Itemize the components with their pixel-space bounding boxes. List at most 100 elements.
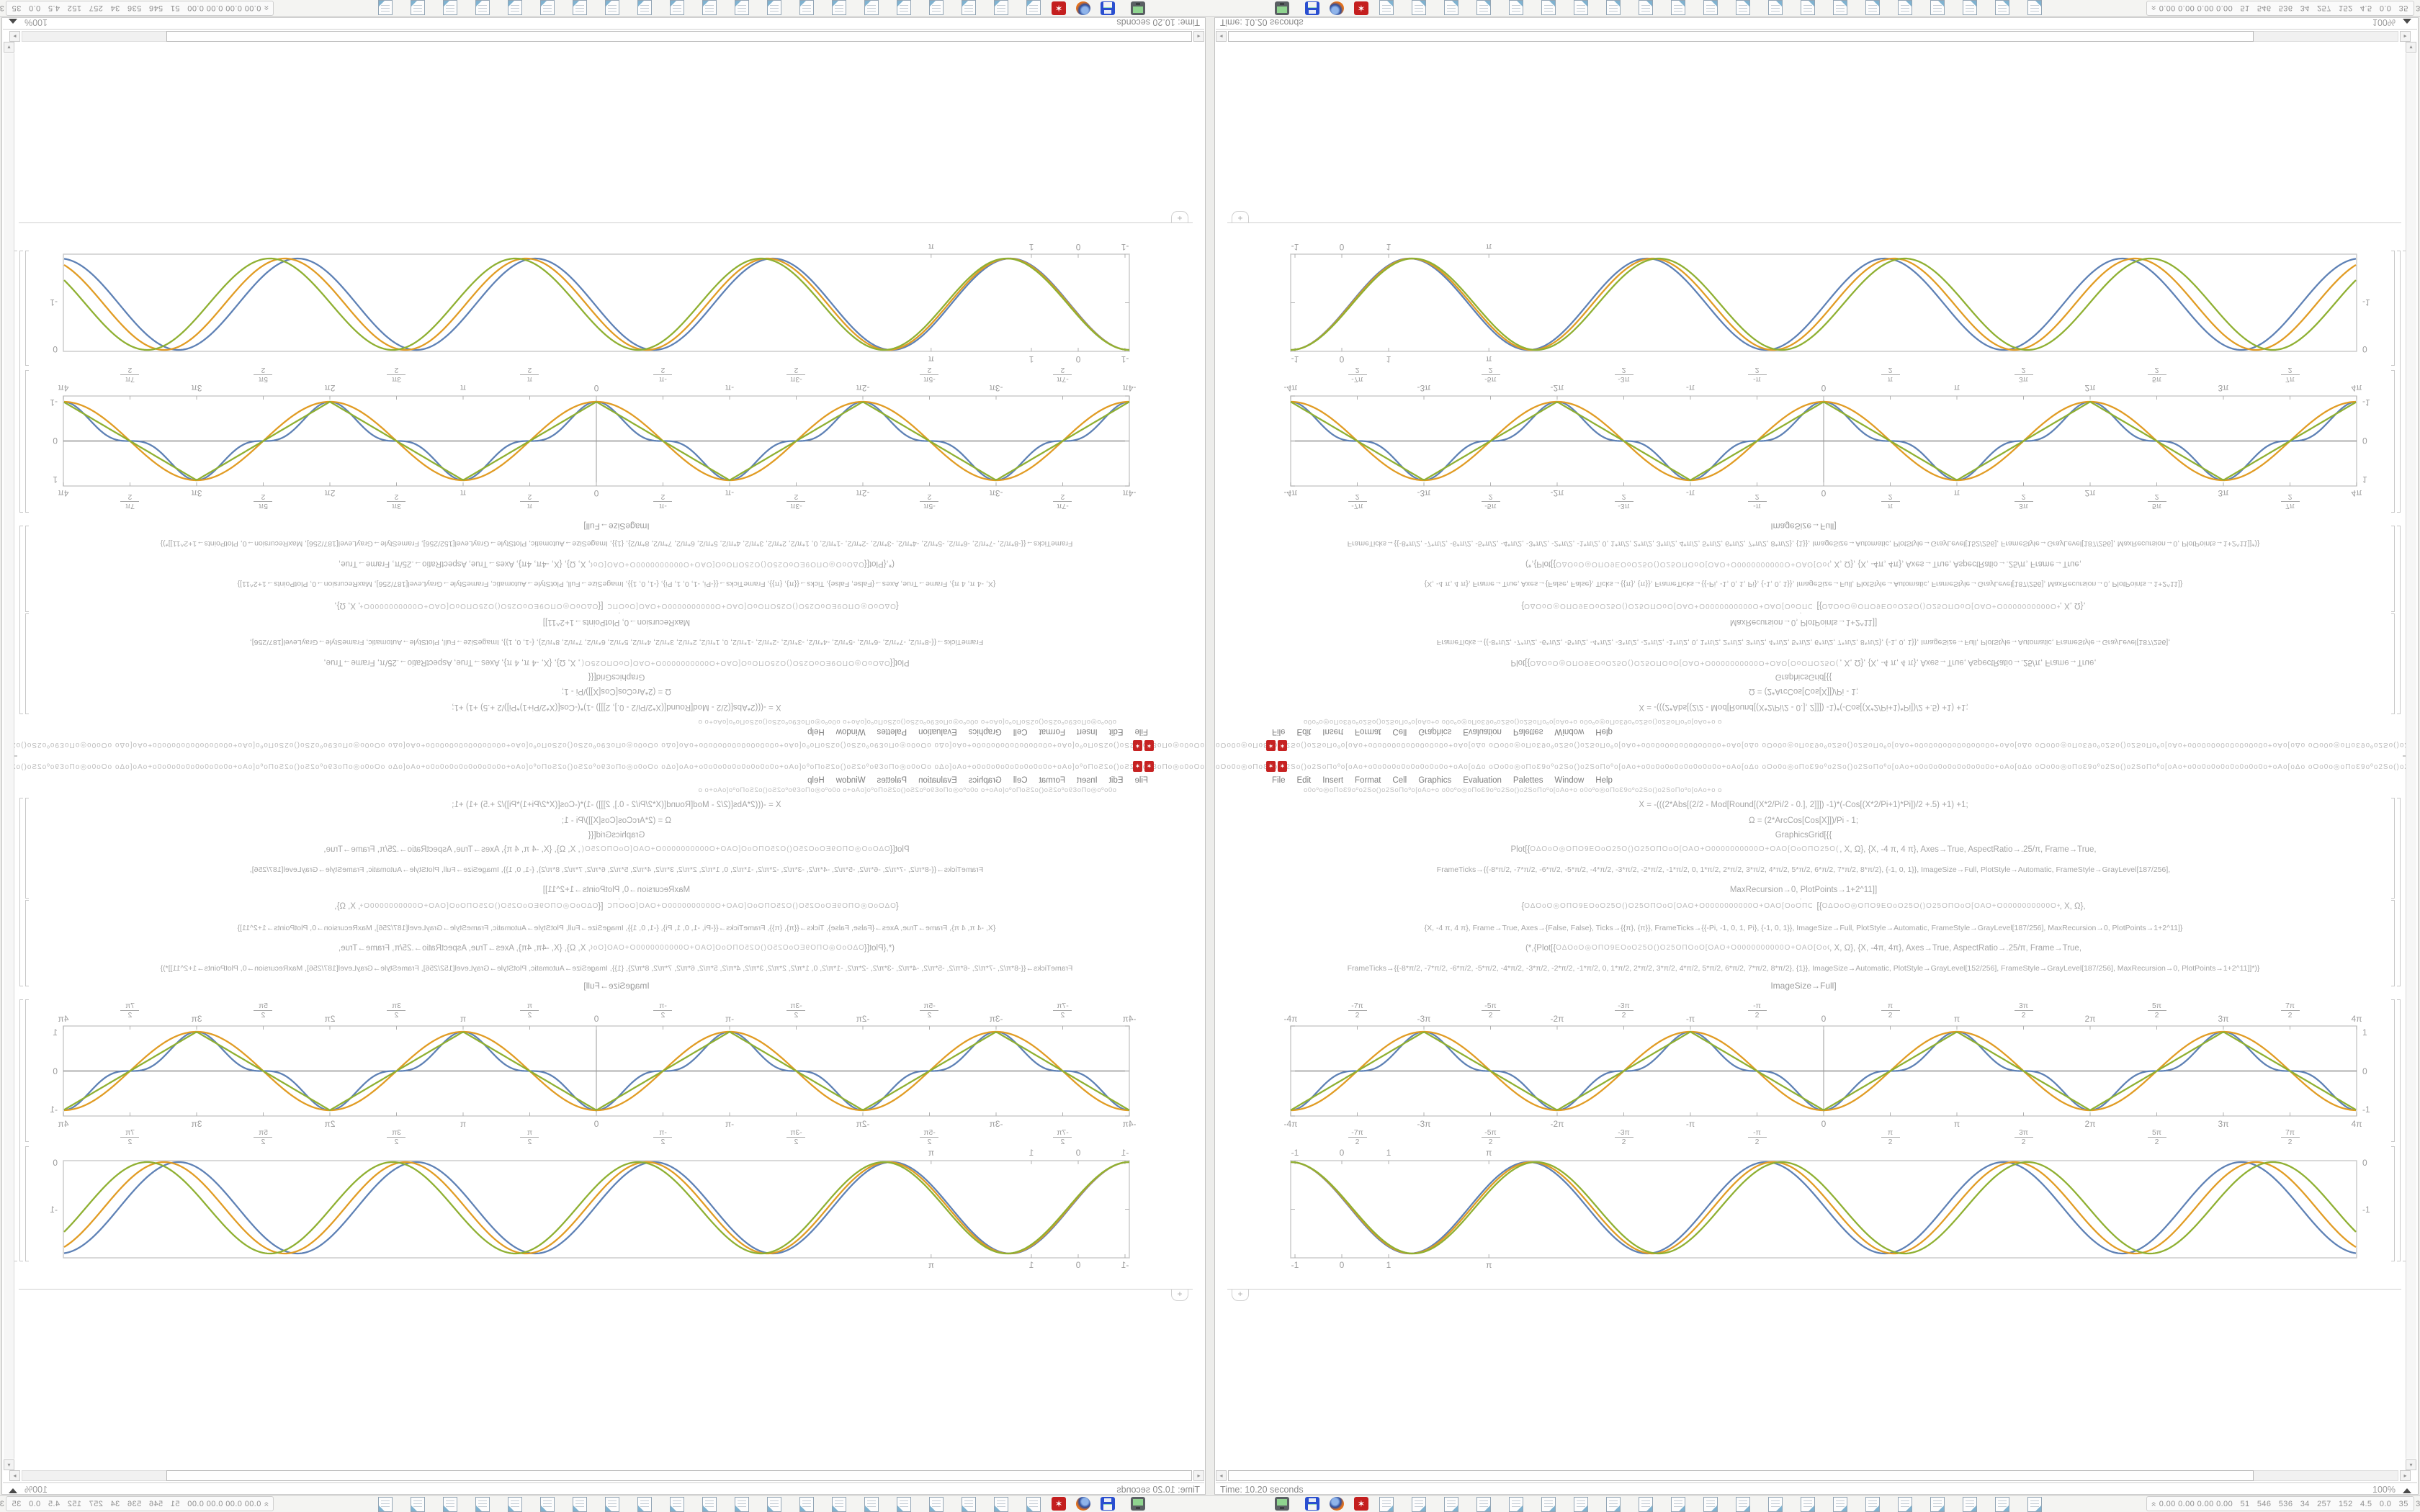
firefox-app-icon[interactable] bbox=[1076, 1, 1090, 15]
taskbar-window-button[interactable] bbox=[411, 0, 425, 15]
magnification-popup-triangle-icon[interactable] bbox=[2403, 1488, 2411, 1493]
save-floppy-app-icon[interactable] bbox=[1305, 1, 1319, 15]
taskbar-window-button[interactable] bbox=[1541, 0, 1556, 15]
taskbar-window-button[interactable] bbox=[1606, 1497, 1621, 1512]
save-floppy-app-icon[interactable] bbox=[1305, 1497, 1319, 1511]
taskbar-window-button[interactable] bbox=[1412, 1497, 1426, 1512]
taskbar-window-button[interactable] bbox=[1703, 0, 1718, 15]
chevron-icon[interactable]: » bbox=[261, 1501, 272, 1506]
cell-group-bracket[interactable] bbox=[19, 526, 23, 714]
mathematica-spikey-app-icon[interactable]: ✶ bbox=[1354, 1, 1368, 15]
cell-group-bracket[interactable] bbox=[2397, 798, 2401, 986]
magnification-popup-triangle-icon[interactable] bbox=[9, 1488, 17, 1493]
vertical-scroll-down-button[interactable]: ▾ bbox=[2406, 1459, 2416, 1470]
taskbar-window-button[interactable] bbox=[1768, 0, 1783, 15]
taskbar-window-button[interactable] bbox=[1379, 1497, 1394, 1512]
cell-insert-line[interactable] bbox=[19, 1289, 1193, 1290]
taskbar-window-button[interactable] bbox=[702, 1497, 717, 1512]
taskbar-window-button[interactable] bbox=[864, 1497, 879, 1512]
mathematica-spikey-app-icon[interactable]: ✶ bbox=[1354, 1497, 1368, 1511]
taskbar-window-button[interactable] bbox=[1963, 1497, 1977, 1512]
taskbar-window-button[interactable] bbox=[832, 1497, 846, 1512]
taskbar-window-button[interactable] bbox=[897, 0, 911, 15]
taskbar-window-button[interactable] bbox=[378, 1497, 393, 1512]
chevron-icon[interactable]: » bbox=[2148, 6, 2159, 11]
magnification-popup-triangle-icon[interactable] bbox=[9, 19, 17, 24]
vertical-scroll-down-button[interactable]: ▾ bbox=[2406, 42, 2416, 53]
taskbar-window-button[interactable] bbox=[605, 0, 619, 15]
cell-bracket[interactable] bbox=[25, 798, 29, 899]
cell-insert-line[interactable] bbox=[19, 222, 1193, 223]
taskbar-window-button[interactable] bbox=[637, 0, 652, 15]
cell-bracket[interactable] bbox=[2391, 999, 2395, 1142]
taskbar-window-button[interactable] bbox=[1026, 0, 1041, 15]
save-floppy-app-icon[interactable] bbox=[1101, 1497, 1115, 1511]
taskbar-window-button[interactable] bbox=[1865, 0, 1880, 15]
cell-bracket[interactable] bbox=[25, 251, 29, 366]
cell-group-bracket[interactable] bbox=[19, 798, 23, 986]
cell-insert-line[interactable] bbox=[1227, 222, 2401, 223]
magnification-indicator[interactable]: 100% bbox=[2372, 17, 2396, 27]
taskbar-window-button[interactable] bbox=[1833, 0, 1847, 15]
horizontal-scrollbar-thumb[interactable] bbox=[1228, 1470, 2254, 1481]
chevron-icon[interactable]: » bbox=[2148, 1501, 2159, 1506]
cell-group-bracket[interactable] bbox=[19, 251, 23, 513]
firefox-app-icon[interactable] bbox=[1076, 1497, 1090, 1511]
mathematica-spikey-app-icon[interactable]: ✶ bbox=[1052, 1, 1066, 15]
cell-group-bracket[interactable] bbox=[2397, 251, 2401, 513]
taskbar-window-button[interactable] bbox=[1833, 1497, 1847, 1512]
display-app-icon[interactable] bbox=[1275, 1497, 1289, 1511]
taskbar-window-button[interactable] bbox=[962, 0, 976, 15]
taskbar-window-button[interactable] bbox=[1963, 0, 1977, 15]
horizontal-scroll-right-button[interactable]: ▸ bbox=[9, 31, 20, 42]
cell-insert-line[interactable] bbox=[1227, 1289, 2401, 1290]
cell-bracket[interactable] bbox=[2391, 370, 2395, 513]
taskbar-window-button[interactable] bbox=[1026, 1497, 1041, 1512]
taskbar-window-button[interactable] bbox=[1379, 0, 1394, 15]
firefox-app-icon[interactable] bbox=[1330, 1497, 1344, 1511]
taskbar-window-button[interactable] bbox=[1444, 1497, 1458, 1512]
taskbar-window-button[interactable] bbox=[1736, 0, 1750, 15]
firefox-app-icon[interactable] bbox=[1330, 1, 1344, 15]
vertical-scrollbar[interactable] bbox=[4, 756, 14, 1459]
taskbar-window-button[interactable] bbox=[378, 0, 393, 15]
taskbar-window-button[interactable] bbox=[994, 1497, 1008, 1512]
horizontal-scroll-right-button[interactable]: ▸ bbox=[2400, 1470, 2411, 1481]
taskbar-window-button[interactable] bbox=[994, 0, 1008, 15]
taskbar-window-button[interactable] bbox=[605, 1497, 619, 1512]
taskbar-window-button[interactable] bbox=[767, 1497, 781, 1512]
cell-bracket[interactable] bbox=[25, 1146, 29, 1261]
taskbar-window-button[interactable] bbox=[767, 0, 781, 15]
taskbar-window-button[interactable] bbox=[1865, 1497, 1880, 1512]
magnification-indicator[interactable]: 100% bbox=[24, 17, 48, 27]
taskbar-window-button[interactable] bbox=[1574, 1497, 1588, 1512]
taskbar-window-button[interactable] bbox=[1509, 0, 1523, 15]
cell-bracket[interactable] bbox=[2391, 1146, 2395, 1261]
taskbar-window-button[interactable] bbox=[832, 0, 846, 15]
taskbar-window-button[interactable] bbox=[1444, 0, 1458, 15]
taskbar-window-button[interactable] bbox=[1476, 0, 1491, 15]
cell-bracket[interactable] bbox=[2391, 526, 2395, 612]
taskbar-window-button[interactable] bbox=[962, 1497, 976, 1512]
cell-bracket[interactable] bbox=[2391, 613, 2395, 714]
taskbar-window-button[interactable] bbox=[929, 1497, 944, 1512]
horizontal-scrollbar-thumb[interactable] bbox=[1228, 31, 2254, 42]
horizontal-scroll-left-button[interactable]: ◂ bbox=[1193, 31, 1204, 42]
taskbar-window-button[interactable] bbox=[1930, 0, 1945, 15]
cell-bracket[interactable] bbox=[25, 999, 29, 1142]
cell-group-bracket[interactable] bbox=[19, 999, 23, 1261]
taskbar-window-button[interactable] bbox=[1703, 1497, 1718, 1512]
chevron-icon[interactable]: » bbox=[261, 6, 272, 11]
taskbar-window-button[interactable] bbox=[1476, 1497, 1491, 1512]
display-app-icon[interactable] bbox=[1131, 1497, 1145, 1511]
display-app-icon[interactable] bbox=[1275, 1, 1289, 15]
cell-bracket[interactable] bbox=[25, 526, 29, 612]
taskbar-window-button[interactable] bbox=[1671, 0, 1685, 15]
cell-insert-plus-button[interactable]: + bbox=[1232, 1290, 1249, 1301]
horizontal-scrollbar-thumb[interactable] bbox=[166, 1470, 1192, 1481]
cell-bracket[interactable] bbox=[25, 613, 29, 714]
taskbar-window-button[interactable] bbox=[670, 1497, 684, 1512]
vertical-scrollbar[interactable] bbox=[2406, 756, 2416, 1459]
taskbar-window-button[interactable] bbox=[1736, 1497, 1750, 1512]
taskbar-window-button[interactable] bbox=[443, 1497, 457, 1512]
